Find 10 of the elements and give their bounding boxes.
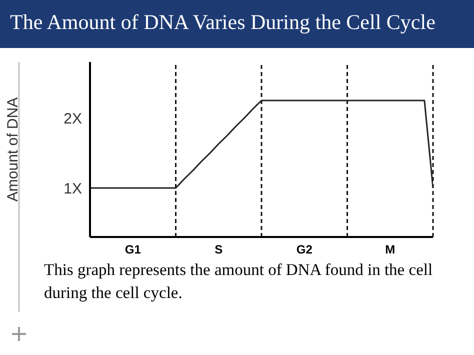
line-series [90, 100, 433, 189]
x-tick-label: S [214, 242, 223, 257]
y-axis-title: Amount of DNA [4, 97, 22, 202]
text: This graph represents the amount of DNA found in the cell during the cell cycle. [44, 259, 434, 304]
x-tick-label: G1 [124, 242, 142, 257]
y-tick-label: 2X [64, 110, 82, 128]
x-tick-label: G2 [296, 242, 313, 257]
chart-title: The Amount of DNA Varies During the Cell Cycle [10, 10, 436, 35]
y-tick-label: 1X [64, 180, 82, 198]
x-tick-label: M [385, 242, 396, 257]
